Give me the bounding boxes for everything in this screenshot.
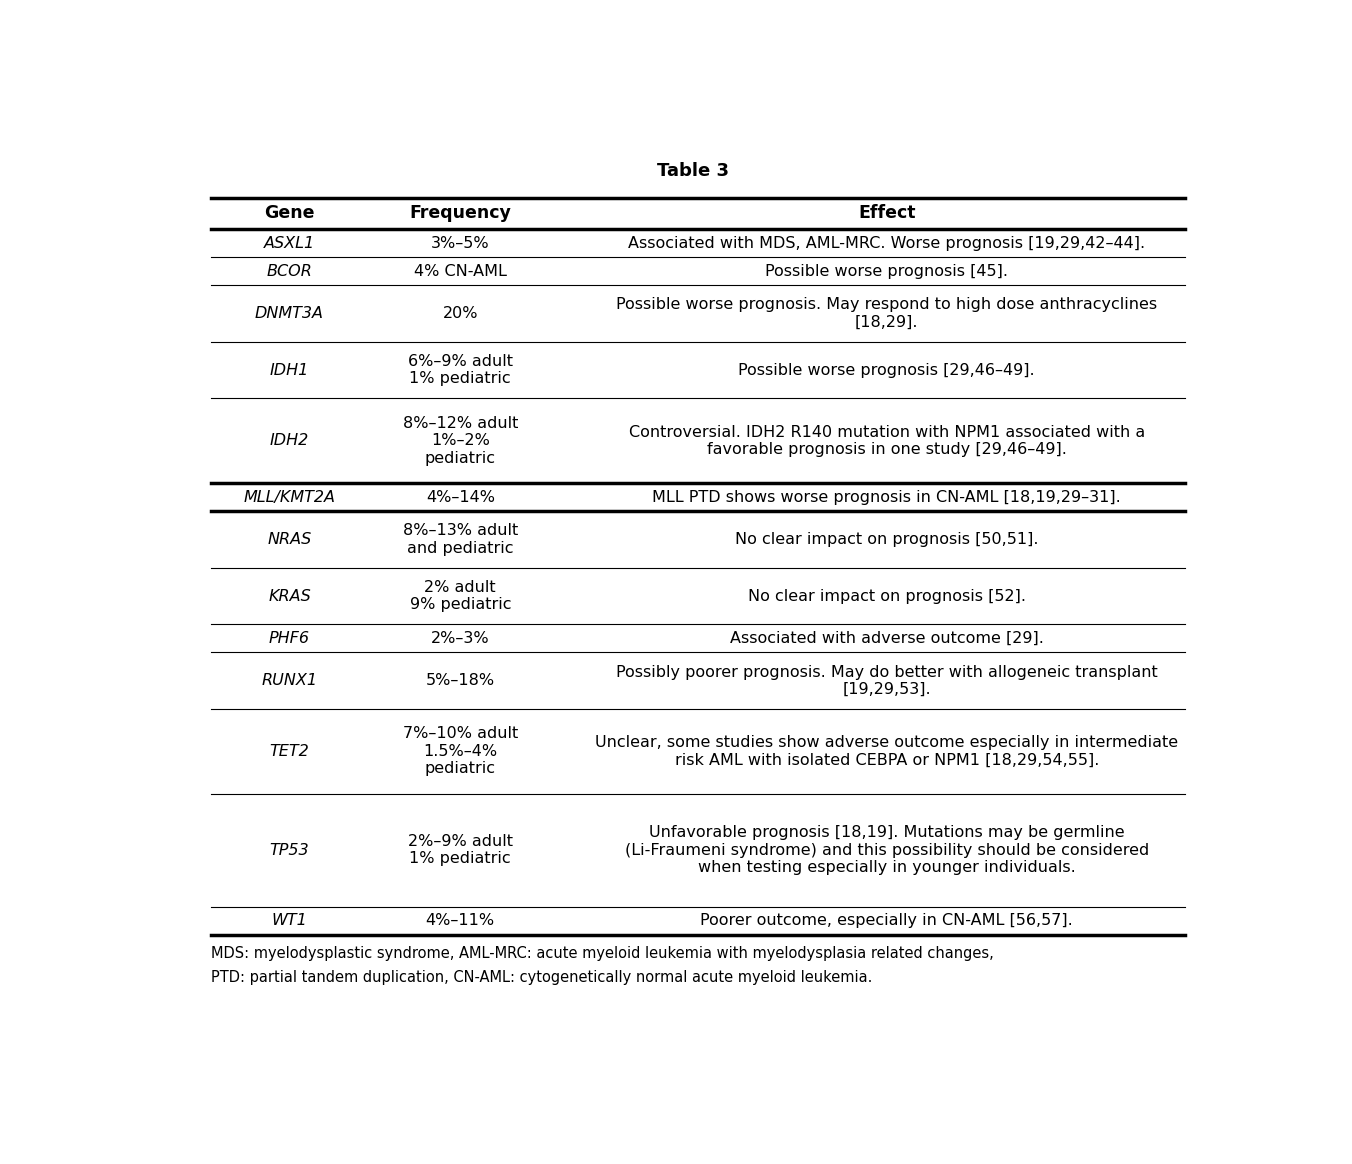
Text: 6%–9% adult
1% pediatric: 6%–9% adult 1% pediatric [408,354,512,386]
Text: NRAS: NRAS [268,532,311,547]
Text: PHF6: PHF6 [269,631,310,646]
Text: 7%–10% adult
1.5%–4%
pediatric: 7%–10% adult 1.5%–4% pediatric [403,726,518,776]
Text: BCOR: BCOR [266,264,312,279]
Text: Possibly poorer prognosis. May do better with allogeneic transplant
[19,29,53].: Possibly poorer prognosis. May do better… [617,665,1157,697]
Text: 8%–12% adult
1%–2%
pediatric: 8%–12% adult 1%–2% pediatric [403,416,518,466]
Text: No clear impact on prognosis [52].: No clear impact on prognosis [52]. [748,589,1026,603]
Text: WT1: WT1 [272,914,307,928]
Text: Unfavorable prognosis [18,19]. Mutations may be germline
(Li-Fraumeni syndrome) : Unfavorable prognosis [18,19]. Mutations… [625,825,1149,875]
Text: TET2: TET2 [269,744,310,759]
Text: MLL/KMT2A: MLL/KMT2A [243,490,335,505]
Text: Controversial. IDH2 R140 mutation with NPM1 associated with a
favorable prognosi: Controversial. IDH2 R140 mutation with N… [629,425,1145,457]
Text: Poorer outcome, especially in CN-AML [56,57].: Poorer outcome, especially in CN-AML [56… [700,914,1073,928]
Text: Table 3: Table 3 [657,162,729,180]
Text: RUNX1: RUNX1 [261,673,318,688]
Text: Possible worse prognosis [29,46–49].: Possible worse prognosis [29,46–49]. [738,363,1036,377]
Text: Gene: Gene [264,205,315,222]
Text: IDH2: IDH2 [270,433,310,448]
Text: 20%: 20% [442,306,479,321]
Text: KRAS: KRAS [268,589,311,603]
Text: 2%–3%: 2%–3% [431,631,489,646]
Text: ASXL1: ASXL1 [264,235,315,250]
Text: 2%–9% adult
1% pediatric: 2%–9% adult 1% pediatric [408,833,512,866]
Text: Possible worse prognosis. May respond to high dose anthracyclines
[18,29].: Possible worse prognosis. May respond to… [617,298,1157,329]
Text: MDS: myelodysplastic syndrome, AML-MRC: acute myeloid leukemia with myelodysplas: MDS: myelodysplastic syndrome, AML-MRC: … [211,945,994,960]
Text: 8%–13% adult
and pediatric: 8%–13% adult and pediatric [403,524,518,555]
Text: IDH1: IDH1 [270,363,310,377]
Text: PTD: partial tandem duplication, CN-AML: cytogenetically normal acute myeloid le: PTD: partial tandem duplication, CN-AML:… [211,970,872,985]
Text: Frequency: Frequency [410,205,511,222]
Text: Effect: Effect [859,205,915,222]
Text: Associated with adverse outcome [29].: Associated with adverse outcome [29]. [730,631,1044,646]
Text: 4%–14%: 4%–14% [426,490,495,505]
Text: 2% adult
9% pediatric: 2% adult 9% pediatric [410,580,511,612]
Text: 3%–5%: 3%–5% [431,235,489,250]
Text: TP53: TP53 [269,843,310,858]
Text: Unclear, some studies show adverse outcome especially in intermediate
risk AML w: Unclear, some studies show adverse outco… [595,736,1179,767]
Text: MLL PTD shows worse prognosis in CN-AML [18,19,29–31].: MLL PTD shows worse prognosis in CN-AML … [653,490,1121,505]
Text: 4%–11%: 4%–11% [426,914,495,928]
Text: Associated with MDS, AML-MRC. Worse prognosis [19,29,42–44].: Associated with MDS, AML-MRC. Worse prog… [629,235,1145,250]
Text: 5%–18%: 5%–18% [426,673,495,688]
Text: No clear impact on prognosis [50,51].: No clear impact on prognosis [50,51]. [735,532,1038,547]
Text: Possible worse prognosis [45].: Possible worse prognosis [45]. [765,264,1009,279]
Text: 4% CN-AML: 4% CN-AML [414,264,507,279]
Text: DNMT3A: DNMT3A [256,306,324,321]
